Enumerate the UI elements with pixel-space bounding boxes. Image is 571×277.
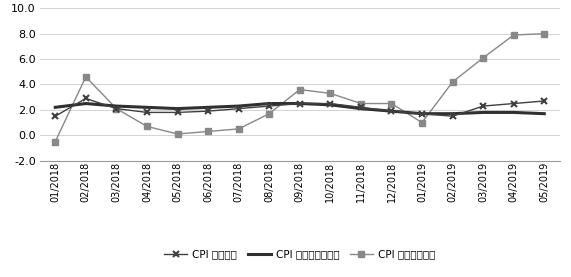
CPI 同比增速 (143, 111, 150, 114)
CPI 非食品同比增速 (327, 103, 334, 106)
CPI 同比增速 (510, 102, 517, 105)
CPI 食品同比增速 (480, 56, 486, 60)
CPI 非食品同比增速 (113, 104, 120, 108)
CPI 食品同比增速 (52, 140, 59, 143)
CPI 非食品同比增速 (480, 111, 486, 114)
CPI 同比增速 (357, 106, 364, 109)
CPI 非食品同比增速 (266, 102, 272, 105)
CPI 食品同比增速 (143, 125, 150, 128)
CPI 食品同比增速 (327, 92, 334, 95)
CPI 食品同比增速 (235, 127, 242, 130)
CPI 食品同比增速 (541, 32, 548, 35)
CPI 非食品同比增速 (204, 106, 211, 109)
CPI 食品同比增速 (419, 121, 425, 124)
CPI 同比增速 (52, 115, 59, 118)
CPI 非食品同比增速 (419, 112, 425, 115)
Legend: CPI 同比增速, CPI 非食品同比增速, CPI 食品同比增速: CPI 同比增速, CPI 非食品同比增速, CPI 食品同比增速 (160, 245, 440, 263)
CPI 同比增速 (235, 107, 242, 110)
CPI 同比增速 (266, 104, 272, 108)
CPI 非食品同比增速 (449, 112, 456, 115)
CPI 非食品同比增速 (510, 111, 517, 114)
CPI 食品同比增速 (388, 102, 395, 105)
CPI 非食品同比增速 (82, 102, 89, 105)
CPI 非食品同比增速 (388, 109, 395, 113)
CPI 同比增速 (327, 102, 334, 105)
CPI 食品同比增速 (113, 107, 120, 110)
CPI 食品同比增速 (204, 130, 211, 133)
CPI 非食品同比增速 (541, 112, 548, 115)
CPI 非食品同比增速 (235, 104, 242, 108)
CPI 食品同比增速 (357, 102, 364, 105)
CPI 食品同比增速 (82, 75, 89, 79)
CPI 同比增速 (296, 102, 303, 105)
CPI 食品同比增速 (510, 33, 517, 37)
CPI 同比增速 (82, 97, 89, 100)
CPI 同比增速 (419, 112, 425, 115)
CPI 同比增速 (174, 111, 181, 114)
CPI 同比增速 (480, 104, 486, 108)
CPI 同比增速 (449, 115, 456, 118)
CPI 食品同比增速 (296, 88, 303, 91)
Line: CPI 非食品同比增速: CPI 非食品同比增速 (55, 104, 544, 114)
Line: CPI 同比增速: CPI 同比增速 (52, 95, 548, 120)
CPI 非食品同比增速 (174, 107, 181, 110)
CPI 非食品同比增速 (357, 107, 364, 110)
CPI 非食品同比增速 (296, 102, 303, 105)
CPI 同比增速 (388, 109, 395, 113)
CPI 同比增速 (113, 107, 120, 110)
CPI 非食品同比增速 (52, 106, 59, 109)
CPI 食品同比增速 (174, 132, 181, 136)
CPI 非食品同比增速 (143, 106, 150, 109)
Line: CPI 食品同比增速: CPI 食品同比增速 (52, 30, 548, 145)
CPI 食品同比增速 (449, 80, 456, 84)
CPI 同比增速 (204, 109, 211, 113)
CPI 同比增速 (541, 99, 548, 103)
CPI 食品同比增速 (266, 112, 272, 115)
